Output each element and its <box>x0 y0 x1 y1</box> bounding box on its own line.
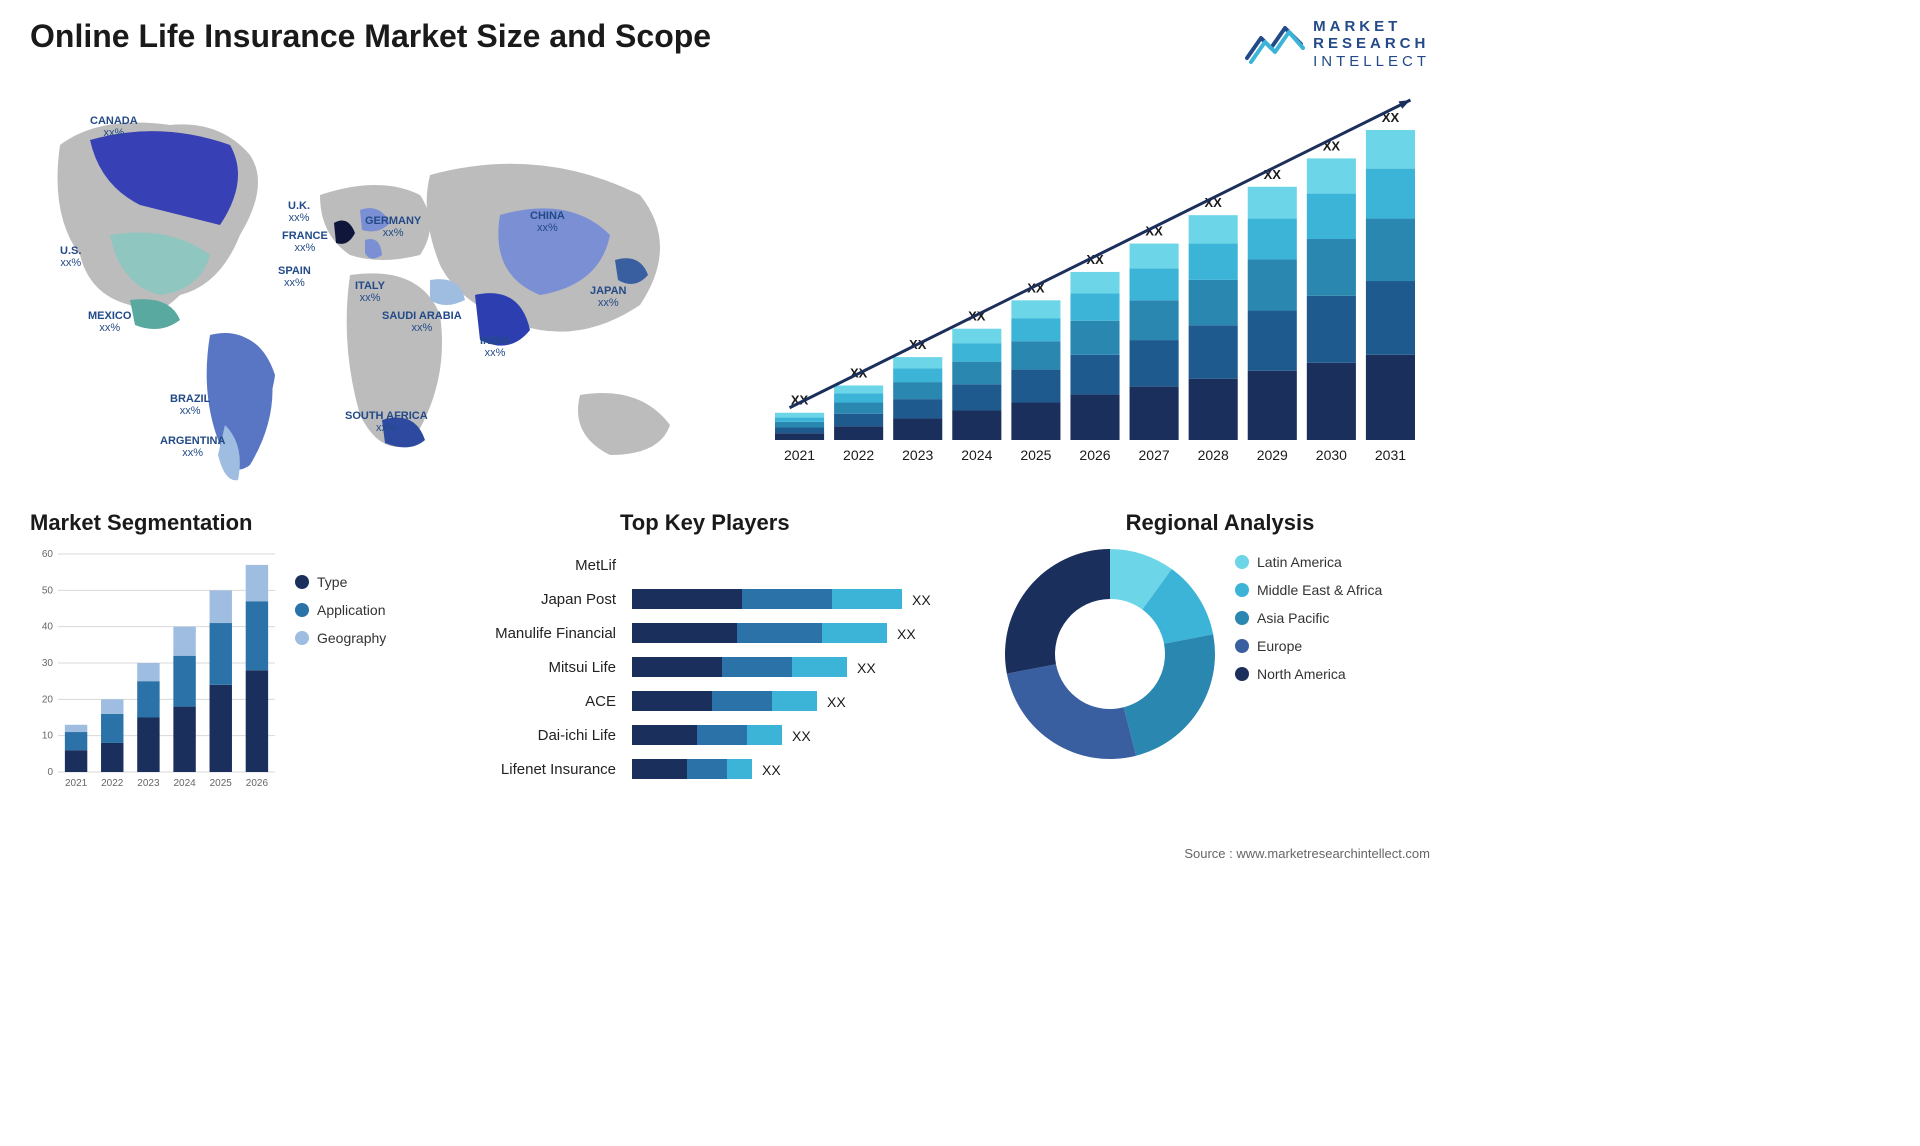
segmentation-title: Market Segmentation <box>30 510 450 536</box>
market-size-chart: XX2021XX2022XX2023XX2024XX2025XX2026XX20… <box>750 90 1430 470</box>
legend-item: Application <box>295 602 386 618</box>
player-label: Japan Post <box>470 582 620 616</box>
players-labels: MetLifJapan PostManulife FinancialMitsui… <box>470 544 620 799</box>
map-country-label: U.K.xx% <box>288 200 310 224</box>
players-chart: XX XX XX XX XX XX <box>632 544 972 799</box>
svg-text:2021: 2021 <box>65 778 88 789</box>
map-country-label: MEXICOxx% <box>88 310 131 334</box>
player-label: Manulife Financial <box>470 616 620 650</box>
map-country-label: SPAINxx% <box>278 265 311 289</box>
brand-logo: MARKET RESEARCH INTELLECT <box>1245 18 1430 70</box>
regional-legend: Latin America Middle East & Africa Asia Pa… <box>1235 544 1382 694</box>
map-country-label: JAPANxx% <box>590 285 626 309</box>
regional-panel: Regional Analysis Latin America Middle Ea… <box>1000 510 1440 764</box>
player-label: Lifenet Insurance <box>470 752 620 786</box>
svg-text:40: 40 <box>42 622 54 633</box>
svg-text:20: 20 <box>42 694 54 705</box>
map-country-label: SOUTH AFRICAxx% <box>345 410 428 434</box>
svg-text:2021: 2021 <box>784 447 815 463</box>
svg-text:XX: XX <box>827 694 846 710</box>
svg-text:2024: 2024 <box>173 778 196 789</box>
map-country-label: BRAZILxx% <box>170 393 210 417</box>
map-country-label: ITALYxx% <box>355 280 385 304</box>
map-country-label: CHINAxx% <box>530 210 565 234</box>
svg-text:XX: XX <box>897 626 916 642</box>
players-title: Top Key Players <box>620 510 990 536</box>
legend-item: Geography <box>295 630 386 646</box>
legend-item: Europe <box>1235 638 1382 654</box>
svg-text:2030: 2030 <box>1316 447 1347 463</box>
svg-text:2024: 2024 <box>961 447 992 463</box>
svg-text:2031: 2031 <box>1375 447 1406 463</box>
map-country-label: U.S.xx% <box>60 245 81 269</box>
svg-text:2023: 2023 <box>137 778 160 789</box>
svg-text:30: 30 <box>42 658 54 669</box>
svg-text:2025: 2025 <box>210 778 233 789</box>
legend-item: North America <box>1235 666 1382 682</box>
svg-text:2029: 2029 <box>1257 447 1288 463</box>
svg-text:2026: 2026 <box>1079 447 1110 463</box>
regional-title: Regional Analysis <box>1000 510 1440 536</box>
svg-text:0: 0 <box>47 767 53 778</box>
world-map-panel: CANADAxx% U.S.xx% MEXICOxx% BRAZILxx% ARGENT… <box>20 85 720 485</box>
svg-text:2027: 2027 <box>1139 447 1170 463</box>
legend-item: Type <box>295 574 386 590</box>
svg-text:2028: 2028 <box>1198 447 1229 463</box>
map-country-label: CANADAxx% <box>90 115 138 139</box>
svg-text:2023: 2023 <box>902 447 933 463</box>
svg-text:XX: XX <box>792 728 811 744</box>
legend-item: Latin America <box>1235 554 1382 570</box>
segmentation-panel: Market Segmentation 0 10 20 30 40 50 60 2021 202… <box>30 510 450 794</box>
svg-text:XX: XX <box>762 762 781 778</box>
svg-text:XX: XX <box>857 660 876 676</box>
source-attribution: Source : www.marketresearchintellect.com <box>1184 846 1430 861</box>
legend-item: Asia Pacific <box>1235 610 1382 626</box>
player-label: Mitsui Life <box>470 650 620 684</box>
map-country-label: FRANCExx% <box>282 230 328 254</box>
player-label: Dai-ichi Life <box>470 718 620 752</box>
map-country-label: ARGENTINAxx% <box>160 435 225 459</box>
svg-text:2022: 2022 <box>843 447 874 463</box>
svg-text:XX: XX <box>912 592 931 608</box>
legend-item: Middle East & Africa <box>1235 582 1382 598</box>
svg-text:2025: 2025 <box>1020 447 1051 463</box>
player-label: ACE <box>470 684 620 718</box>
svg-text:2022: 2022 <box>101 778 124 789</box>
svg-text:60: 60 <box>42 549 54 560</box>
map-country-label: GERMANYxx% <box>365 215 421 239</box>
player-label: MetLif <box>470 548 620 582</box>
logo-text: MARKET RESEARCH INTELLECT <box>1313 18 1430 70</box>
svg-text:10: 10 <box>42 731 54 742</box>
page-title: Online Life Insurance Market Size and Sc… <box>30 18 711 55</box>
players-panel: Top Key Players MetLifJapan PostManulife… <box>470 510 990 799</box>
map-country-label: SAUDI ARABIAxx% <box>382 310 462 334</box>
segmentation-legend: Type Application Geography <box>295 544 386 794</box>
svg-text:2026: 2026 <box>246 778 269 789</box>
segmentation-chart: 0 10 20 30 40 50 60 2021 2022 2023 2024 2025 2026 <box>30 544 280 794</box>
logo-chart-icon <box>1245 18 1305 69</box>
svg-text:50: 50 <box>42 585 54 596</box>
map-country-label: INDIAxx% <box>480 335 510 359</box>
regional-donut-chart <box>1000 544 1220 764</box>
